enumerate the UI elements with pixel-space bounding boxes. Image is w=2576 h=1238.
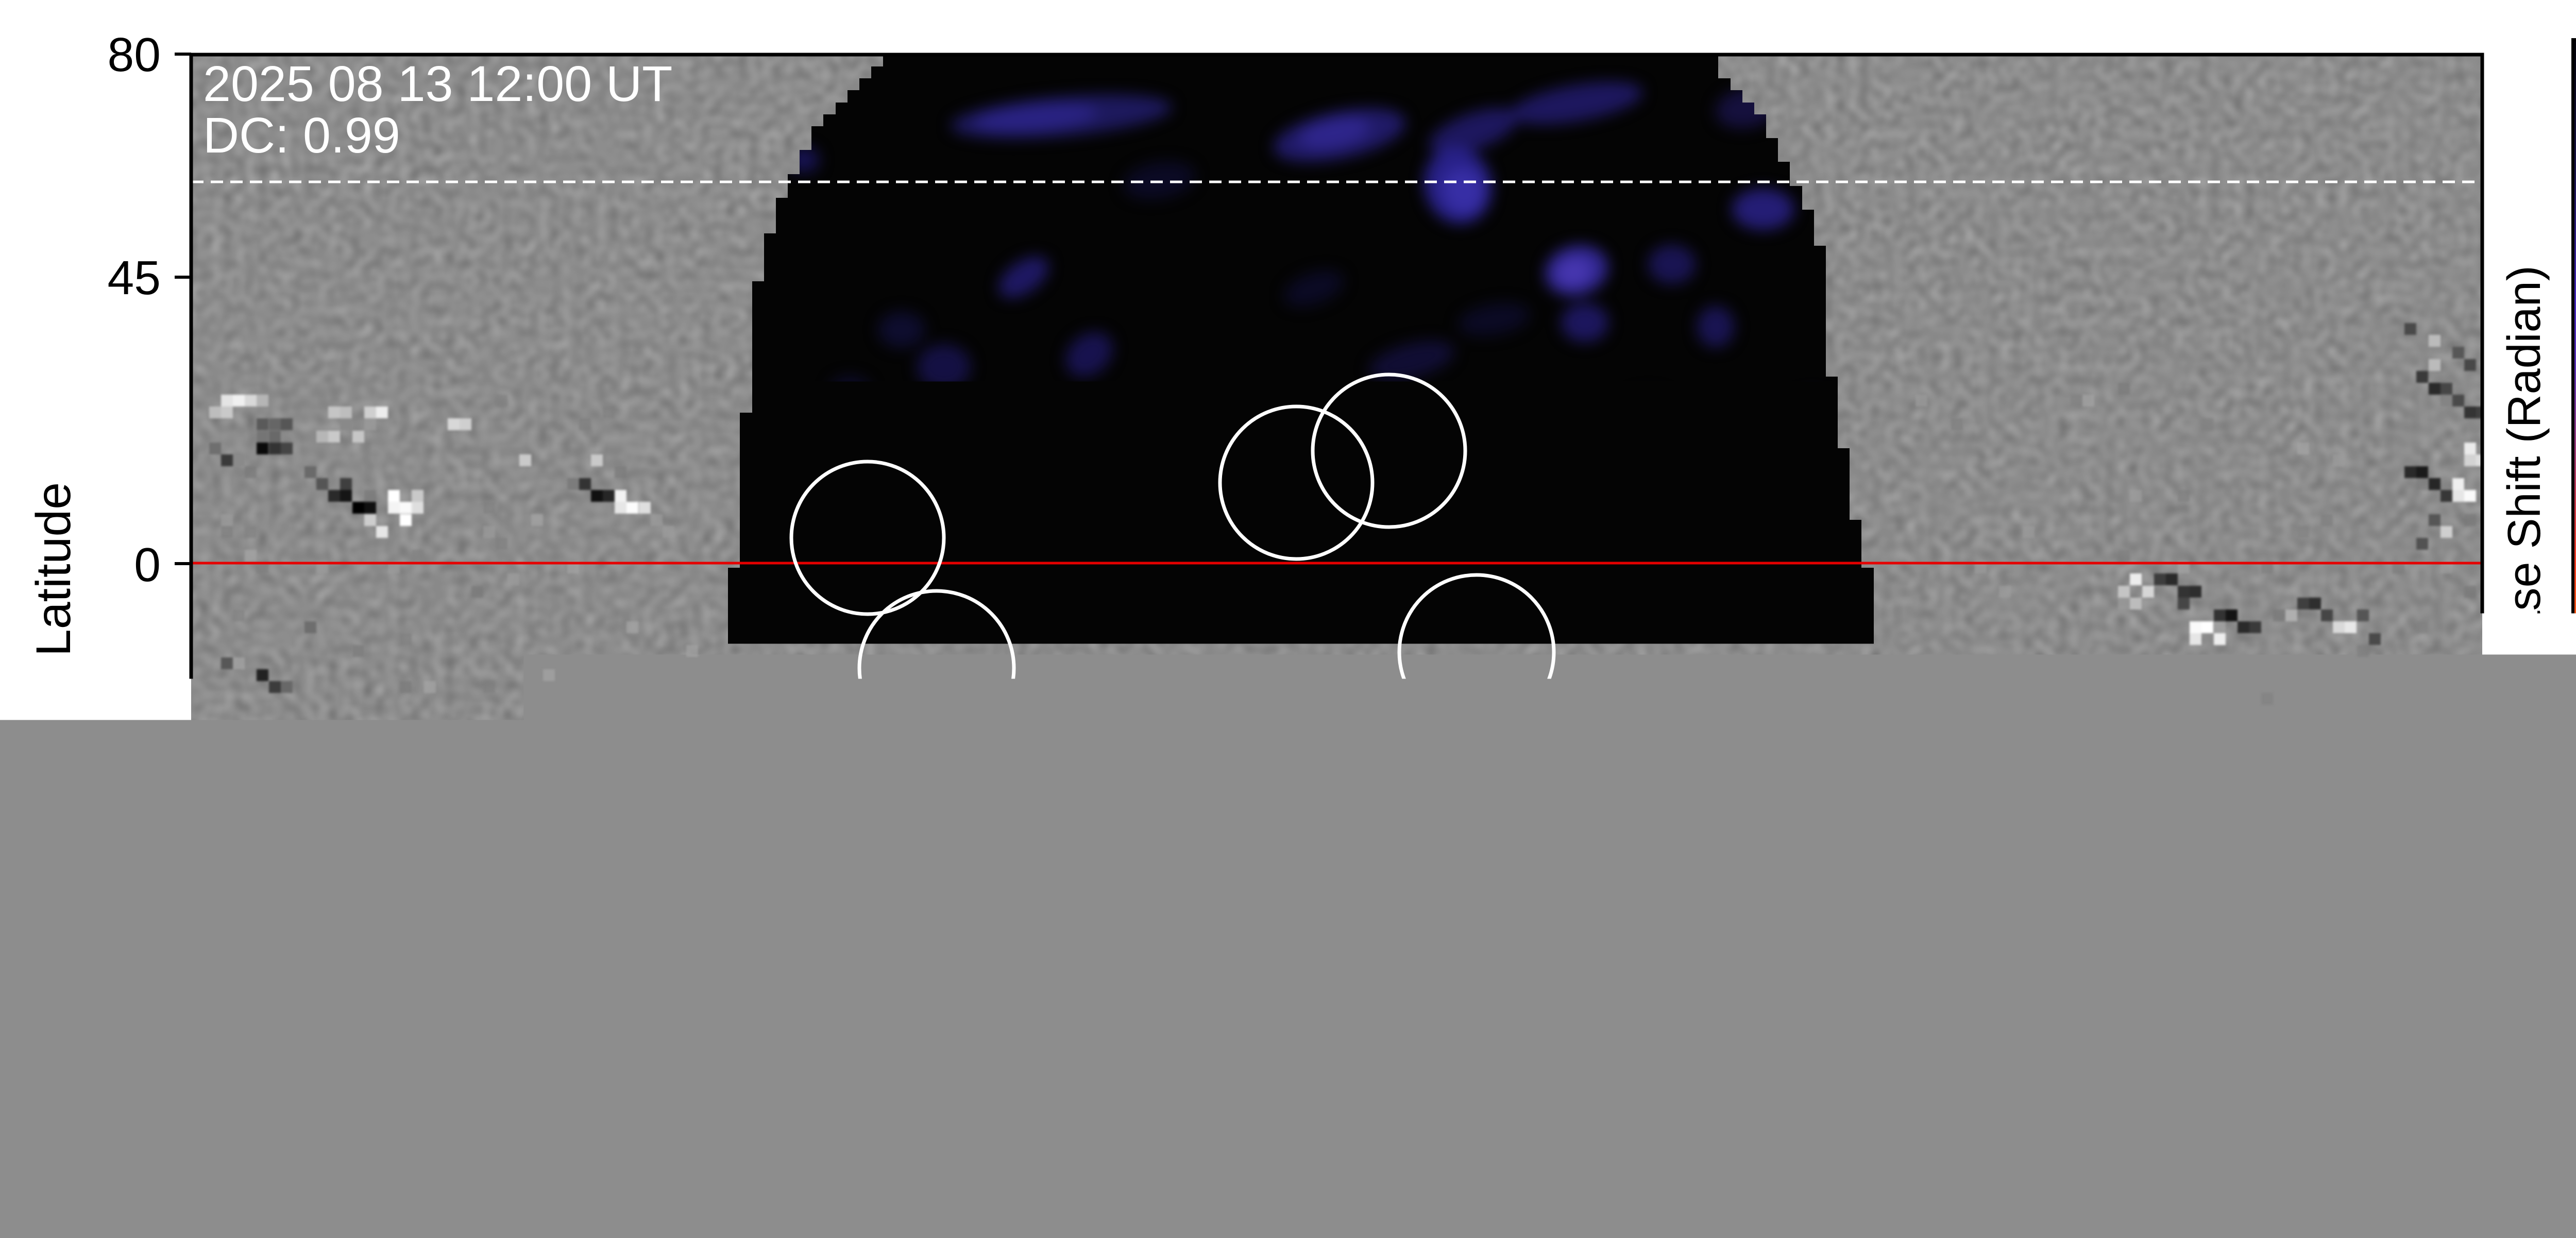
svg-text:60: 60	[546, 1097, 599, 1150]
svg-text:Farside Phase Shift (Radian): Farside Phase Shift (Radian)	[2499, 265, 2550, 861]
svg-text:240: 240	[1679, 1097, 1758, 1150]
svg-text:360: 360	[2442, 1097, 2522, 1150]
svg-text:-45: -45	[92, 824, 161, 878]
svg-text:300: 300	[2060, 1097, 2140, 1150]
svg-text:180: 180	[1296, 1097, 1376, 1150]
svg-text:Carrington Longitude: Carrington Longitude	[1101, 1158, 1583, 1216]
svg-text:NISP: NISP	[2346, 982, 2455, 1046]
svg-text:120: 120	[914, 1097, 994, 1150]
svg-text:0: 0	[178, 1097, 205, 1150]
svg-text:-80: -80	[92, 1047, 161, 1101]
svg-text:DC: 0.99: DC: 0.99	[203, 107, 400, 163]
svg-text:2025 08 13 12:00 UT: 2025 08 13 12:00 UT	[203, 56, 672, 112]
svg-text:80: 80	[108, 28, 161, 81]
svg-text:0: 0	[134, 538, 161, 591]
svg-text:Latitude: Latitude	[26, 482, 81, 656]
svg-text:45: 45	[108, 251, 161, 304]
